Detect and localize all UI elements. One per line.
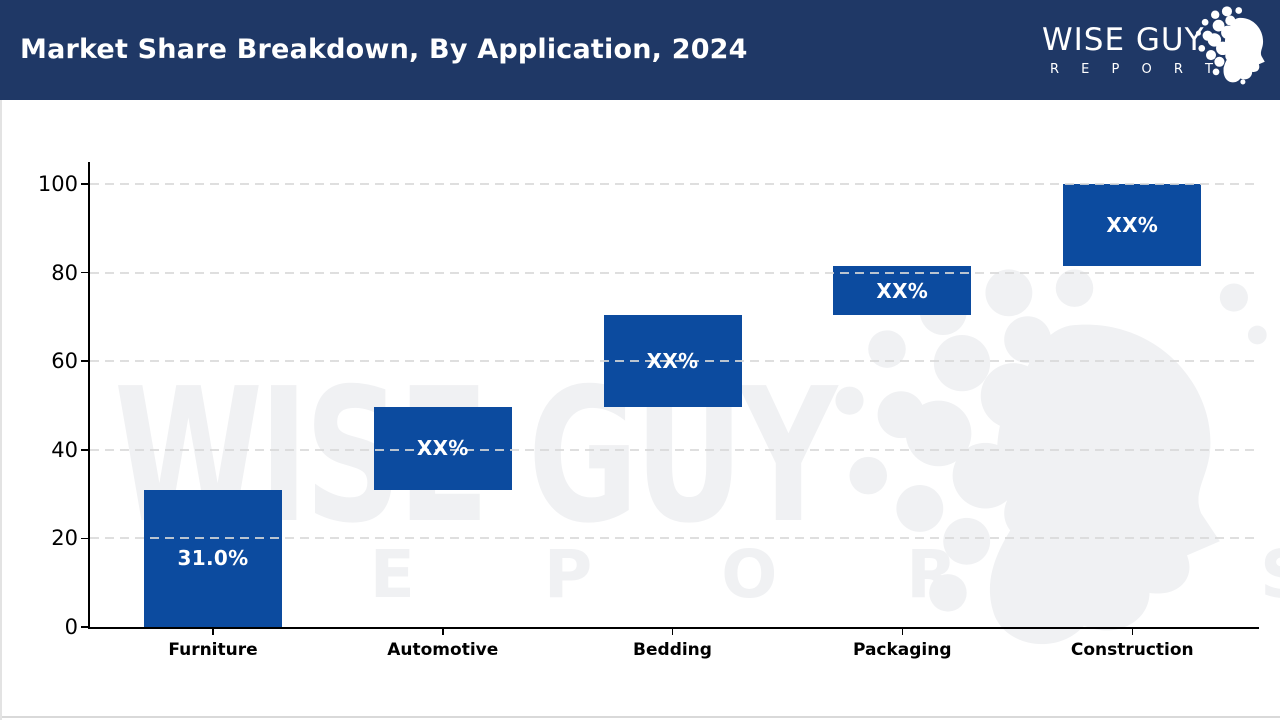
x-tick-mark	[212, 628, 214, 635]
y-tick-mark	[81, 537, 88, 540]
header-bar: Market Share Breakdown, By Application, …	[0, 0, 1280, 100]
y-tick-mark	[81, 183, 88, 185]
x-tick-label-packaging: Packaging	[852, 640, 952, 660]
y-tick-label-0: 0	[64, 615, 78, 639]
bar-value-label-bedding: XX%	[646, 349, 699, 374]
x-axis-line	[88, 627, 1259, 629]
watermark-head-dots-icon	[835, 269, 1267, 645]
bottom-border-line	[2, 716, 1280, 718]
gridline-20	[90, 537, 1259, 540]
wise-guy-logo: WISE GUY R E P O R T S	[1042, 6, 1274, 96]
dotted-head-icon	[1195, 6, 1265, 85]
y-tick-mark	[81, 271, 88, 274]
gridline-100	[90, 183, 1259, 185]
bar-value-label-packaging: XX%	[876, 278, 929, 303]
x-tick-mark	[901, 628, 903, 635]
bar-value-label-furniture: 31.0%	[177, 546, 249, 571]
y-axis-line	[88, 162, 90, 629]
y-tick-mark	[81, 360, 88, 362]
gridline-40	[90, 448, 1259, 451]
y-tick-label-20: 20	[51, 526, 78, 551]
bar-furniture	[144, 489, 282, 627]
y-tick-label-100: 100	[37, 172, 78, 196]
page-title: Market Share Breakdown, By Application, …	[20, 34, 748, 65]
gridline-60	[90, 360, 1259, 363]
x-tick-label-construction: Construction	[1070, 640, 1194, 660]
y-tick-label-40: 40	[51, 437, 78, 462]
y-tick-mark	[81, 626, 88, 628]
logo-sub-text: R E P O R T S	[1050, 62, 1253, 77]
x-tick-label-bedding: Bedding	[633, 640, 712, 660]
y-tick-label-80: 80	[51, 260, 78, 285]
bar-value-label-automotive: XX%	[416, 436, 469, 461]
chart-canvas: WISE GUY R E P O R T S 31.0% Furniture XX%…	[0, 100, 1280, 720]
x-tick-mark	[442, 628, 444, 635]
bar-construction	[1063, 184, 1202, 266]
bar-automotive	[373, 407, 512, 490]
x-tick-label-automotive: Automotive	[387, 640, 499, 660]
bar-packaging	[833, 265, 972, 316]
logo-brand-text: WISE GUY	[1042, 22, 1205, 58]
x-tick-mark	[671, 628, 674, 635]
gridline-80	[90, 271, 1259, 274]
bar-value-label-construction: XX%	[1106, 212, 1159, 237]
y-tick-mark	[81, 449, 88, 451]
y-tick-label-60: 60	[51, 349, 78, 374]
x-tick-label-furniture: Furniture	[168, 640, 258, 660]
x-tick-mark	[1131, 628, 1133, 635]
